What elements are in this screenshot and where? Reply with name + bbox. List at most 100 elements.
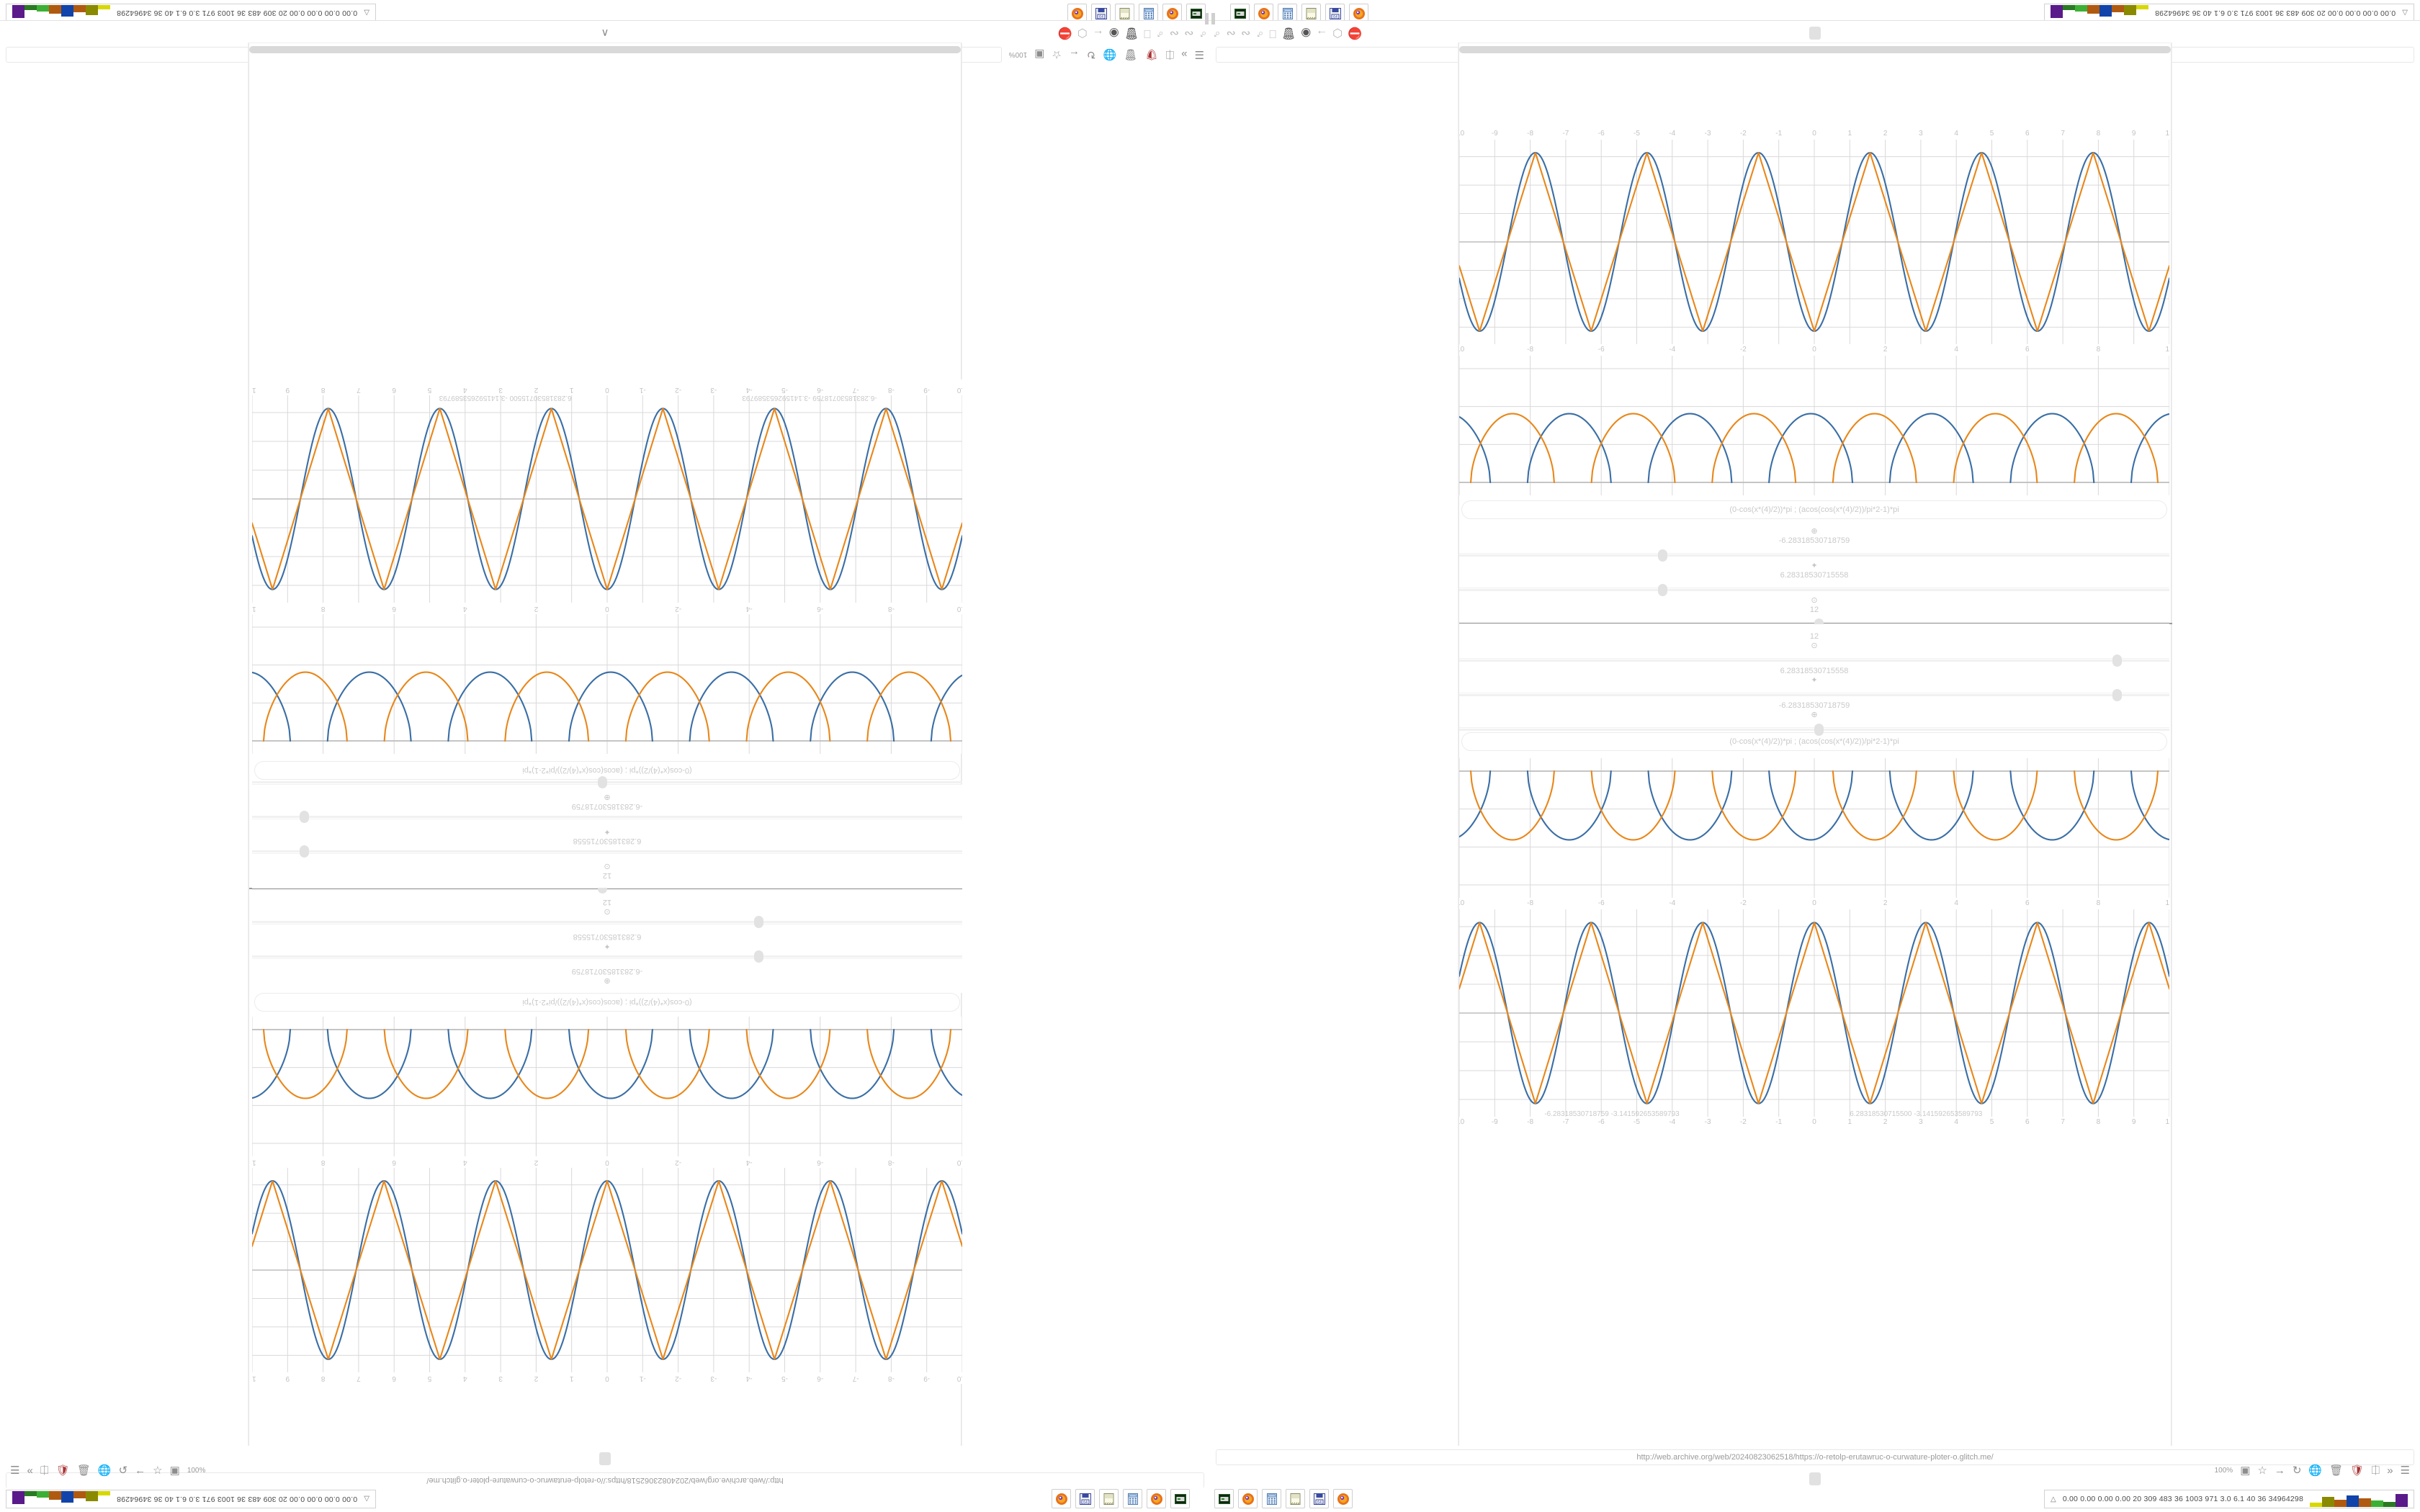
globe-icon[interactable]: ♂ — [1212, 27, 1222, 40]
taskbar-icon-firefox[interactable] — [1162, 4, 1182, 23]
scroll-indicator-top-left[interactable] — [249, 46, 961, 53]
taskbar-icon-notepad[interactable] — [1099, 1489, 1119, 1508]
arrow-left-icon[interactable]: ← — [1092, 27, 1104, 40]
reload-icon-bl[interactable]: ↺ — [118, 1464, 128, 1477]
translate-icon-br[interactable]: ▣ — [2240, 1464, 2251, 1477]
globe-icon-bl[interactable]: 🌐 — [97, 1464, 112, 1477]
extension-icon-bl[interactable]: ⎅ — [40, 1464, 49, 1477]
no-entry-icon[interactable]: ⛔ — [1057, 27, 1072, 39]
control-row-param-max-mirror[interactable]: 6.28318530715558 ✦ — [252, 811, 962, 853]
taskbar-icon-firefox[interactable] — [1254, 4, 1273, 23]
taskbar-apps-bottom[interactable]: 64 64 — [1052, 1489, 1353, 1508]
chevrons-icon-br[interactable]: » — [2387, 1464, 2393, 1477]
slider-knob-param-min-mirror[interactable] — [1814, 724, 1824, 736]
shield-icon[interactable]: ⬡ — [1077, 27, 1088, 39]
nav-glyph-strip-bottom-left[interactable]: ☰ « ⎅ 🛡 🗑 🌐 ↺ ← ☆ ▣ 100% — [4, 1459, 211, 1482]
zoom-level-br[interactable]: 100% — [2214, 1466, 2233, 1475]
globe-icon[interactable]: ♂ — [1198, 27, 1208, 40]
tab-pill[interactable] — [1809, 27, 1821, 40]
window-icon[interactable]: ⎕ — [1269, 27, 1276, 40]
back-icon[interactable]: ← — [1068, 48, 1080, 61]
taskbar-icon-floppy-save[interactable]: 64 — [1309, 1489, 1329, 1508]
arrow-right-icon[interactable]: → — [1316, 27, 1328, 40]
slider-knob-param-min[interactable] — [1658, 549, 1668, 562]
taskbar-icon-terminal[interactable] — [1214, 1489, 1234, 1508]
taskbar-icon-terminal[interactable] — [1186, 4, 1206, 23]
url-bar-right-bottom[interactable]: http://web.archive.org/web/2024082306251… — [1216, 1449, 2414, 1465]
tab-pill-lb[interactable] — [599, 1452, 611, 1465]
control-row-steps-mirror[interactable]: 12 ⊙ — [252, 845, 962, 888]
slider-track-param-max-mirror[interactable] — [1459, 689, 2169, 701]
globe-icon-br[interactable]: 🌐 — [2308, 1464, 2323, 1477]
hamburger-menu-icon-bl[interactable]: ☰ — [10, 1464, 20, 1477]
formula-input[interactable]: (0-cos(x*(4)/2))*pi ; (acos(cos(x*(4)/2)… — [1461, 732, 2167, 751]
chevron-up-icon-right[interactable]: △ — [364, 9, 370, 17]
reload-icon-br[interactable]: ↻ — [2292, 1464, 2302, 1477]
control-row-param-min-mirror[interactable]: -6.28318530718759 ⊕ — [252, 776, 962, 819]
tool-glyph-row-top[interactable]: ⛔ ⬡ → ◉ 🗑 ⎕ ♂ ∾ ∾ ♂ ♂ ∾ ∾ ♂ ⎕ 🗑 ◉ ← ⬡ ⛔ — [1037, 26, 1383, 40]
formula-input[interactable]: (0-cos(x*(4)/2))*pi ; (acos(cos(x*(4)/2)… — [254, 761, 960, 780]
formula-input[interactable]: (0-cos(x*(4)/2))*pi ; (acos(cos(x*(4)/2)… — [1461, 500, 2167, 519]
trash-icon[interactable]: 🗑 — [1124, 27, 1139, 39]
zoom-level[interactable]: 100% — [1008, 50, 1028, 59]
shield-icon[interactable]: ⬡ — [1332, 27, 1343, 39]
chart-4-bottom[interactable]: -10-9-8-7-6-5-4-3-2-1012345678910-6.2831… — [1459, 909, 2169, 1133]
star-icon-bl[interactable]: ☆ — [153, 1464, 163, 1477]
shield-icon-br[interactable]: 🛡 — [2350, 1464, 2365, 1477]
taskbar-icon-floppy-save[interactable]: 64 — [1091, 4, 1111, 23]
translate-icon-bl[interactable]: ▣ — [169, 1464, 180, 1477]
taskbar-icon-floppy-save[interactable]: 64 — [1325, 4, 1345, 23]
chevron-up-icon-br2[interactable]: △ — [2050, 1495, 2056, 1503]
taskbar-icon-firefox[interactable] — [1349, 4, 1368, 23]
swirl-icon[interactable]: ∾ — [1169, 27, 1180, 39]
trash-icon-br[interactable]: 🗑 — [2329, 1464, 2344, 1477]
slider-knob-param-max-mirror[interactable] — [2112, 689, 2123, 701]
hamburger-menu-icon-br[interactable]: ☰ — [2400, 1464, 2410, 1477]
chart-3-curvature-inverted[interactable]: -10 -8 -6 -4 -2 0 2 4 6 8 10 — [252, 603, 962, 754]
shield-icon-bl[interactable]: 🛡 — [55, 1464, 70, 1477]
control-row-param-max[interactable]: ✦ 6.28318530715558 — [1459, 554, 2169, 596]
collapse-icon[interactable]: ∧ — [601, 27, 609, 39]
slider-track-param-min[interactable] — [1459, 549, 2169, 562]
chart-1-top[interactable]: -10-9-8-7-6-5-4-3-2-10123456789106.28318… — [252, 1168, 962, 1384]
taskbar-icon-calculator[interactable] — [1262, 1489, 1281, 1508]
taskbar-icon-notepad[interactable] — [1286, 1489, 1305, 1508]
taskbar-icon-notepad[interactable] — [1115, 4, 1134, 23]
taskbar-icon-floppy-save[interactable]: 64 — [1075, 1489, 1095, 1508]
chevron-up-icon-bl[interactable]: △ — [364, 1495, 370, 1503]
slider-track-param-max[interactable] — [1459, 584, 2169, 596]
control-row-param-min[interactable]: ⊕ -6.28318530718759 — [252, 950, 962, 993]
control-row-steps[interactable]: ⊙ 12 — [1459, 588, 2169, 631]
back-icon-bl[interactable]: ← — [135, 1464, 146, 1477]
taskbar-icon-notepad[interactable] — [1301, 4, 1321, 23]
zoom-level-bl[interactable]: 100% — [187, 1466, 206, 1475]
tab-pill-rb[interactable] — [1809, 1472, 1821, 1485]
translate-icon[interactable]: ▣ — [1034, 48, 1045, 60]
back-icon-br[interactable]: → — [2274, 1464, 2285, 1477]
control-row-steps[interactable]: ⊙ 12 — [252, 881, 962, 924]
globe-icon[interactable]: ♂ — [1255, 27, 1265, 40]
swirl-icon[interactable]: ∾ — [1184, 27, 1194, 39]
taskbar-icon-firefox[interactable] — [1067, 4, 1087, 23]
taskbar-icon-firefox[interactable] — [1333, 1489, 1353, 1508]
taskbar-apps-top[interactable]: 64 64 — [1067, 4, 1368, 23]
chevrons-icon[interactable]: » — [1181, 48, 1188, 61]
extension-icon-br[interactable]: ⎅ — [2371, 1464, 2380, 1477]
no-entry-icon[interactable]: ⛔ — [1348, 27, 1363, 39]
nav-glyph-strip-bottom-right[interactable]: 100% ▣ ☆ → ↻ 🌐 🗑 🛡 ⎅ » ☰ — [2209, 1459, 2416, 1482]
slider-track-steps-mirror[interactable] — [1459, 654, 2169, 667]
taskbar-icon-calculator[interactable] — [1278, 4, 1297, 23]
star-icon[interactable]: ☆ — [1052, 48, 1062, 60]
taskbar-icon-terminal[interactable] — [1230, 4, 1250, 23]
chart-2-curvature[interactable]: -10 -8 -6 -4 -2 0 2 4 6 8 10 — [1459, 344, 2169, 495]
scroll-indicator-top-right[interactable] — [1459, 46, 2171, 53]
window-icon[interactable]: ⎕ — [1144, 27, 1151, 40]
control-row-param-min-mirror[interactable]: -6.28318530718759 ⊕ — [1459, 693, 2169, 736]
chart-3-curvature-inverted[interactable]: -10 -8 -6 -4 -2 0 2 4 6 8 10 — [1459, 758, 2169, 909]
globe-icon[interactable]: 🌐 — [1103, 48, 1117, 60]
star-icon-br[interactable]: ☆ — [2257, 1464, 2267, 1477]
taskbar-icon-terminal[interactable] — [1170, 1489, 1190, 1508]
taskbar-icon-firefox[interactable] — [1052, 1489, 1071, 1508]
control-row-param-max[interactable]: ✦ 6.28318530715558 — [252, 916, 962, 958]
taskbar-icon-calculator[interactable] — [1139, 4, 1158, 23]
